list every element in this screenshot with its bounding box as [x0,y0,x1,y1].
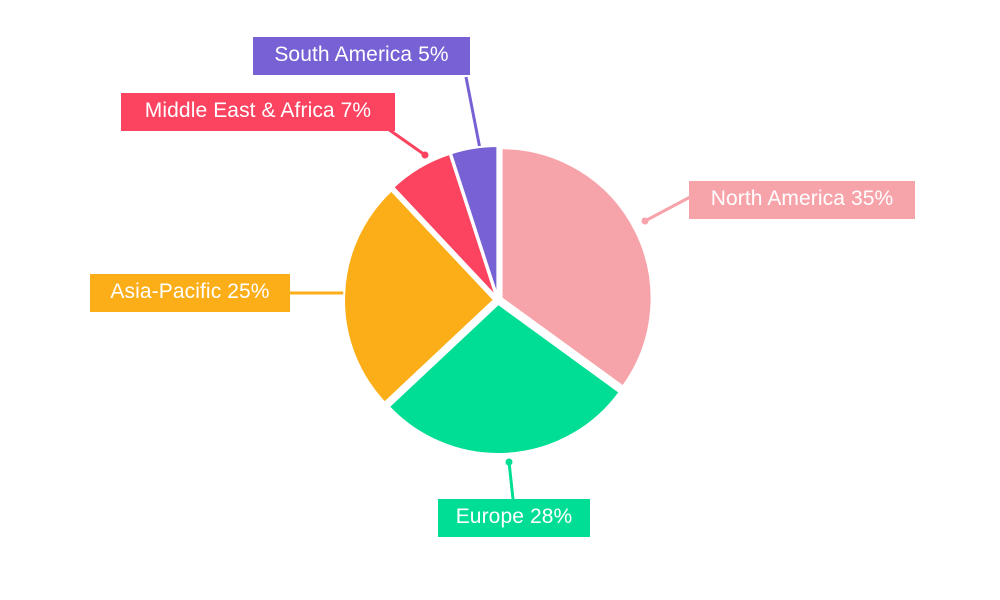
leader-line [464,76,483,155]
leader-line [644,194,693,223]
slice-label-asia-pacific[interactable]: Asia-Pacific 25% [90,274,290,312]
leader-line [507,461,515,500]
leader-line [387,127,426,157]
leader-arrow-head [505,458,513,466]
slice-label-text: Europe 28% [455,505,573,528]
pie-slice[interactable] [343,189,496,404]
slice-label-north-america[interactable]: North America 35% [689,181,915,219]
leader-arrow-head [641,217,649,225]
pie-slice[interactable] [449,145,499,297]
slice-label-europe[interactable]: Europe 28% [438,499,590,537]
slice-label-text: North America 35% [710,187,894,210]
slice-label-middle-east-africa[interactable]: Middle East & Africa 7% [121,93,395,131]
slice-label-text: South America 5% [274,43,449,66]
slice-label-south-america[interactable]: South America 5% [253,37,470,75]
leader-arrow-head [421,151,429,159]
pie-slice[interactable] [387,302,622,455]
pie-slice[interactable] [391,152,497,298]
pie-slice-group [343,145,653,455]
pie-slice[interactable] [500,147,653,388]
slice-label-text: Middle East & Africa 7% [144,99,372,122]
slice-label-text: Asia-Pacific 25% [110,280,270,303]
